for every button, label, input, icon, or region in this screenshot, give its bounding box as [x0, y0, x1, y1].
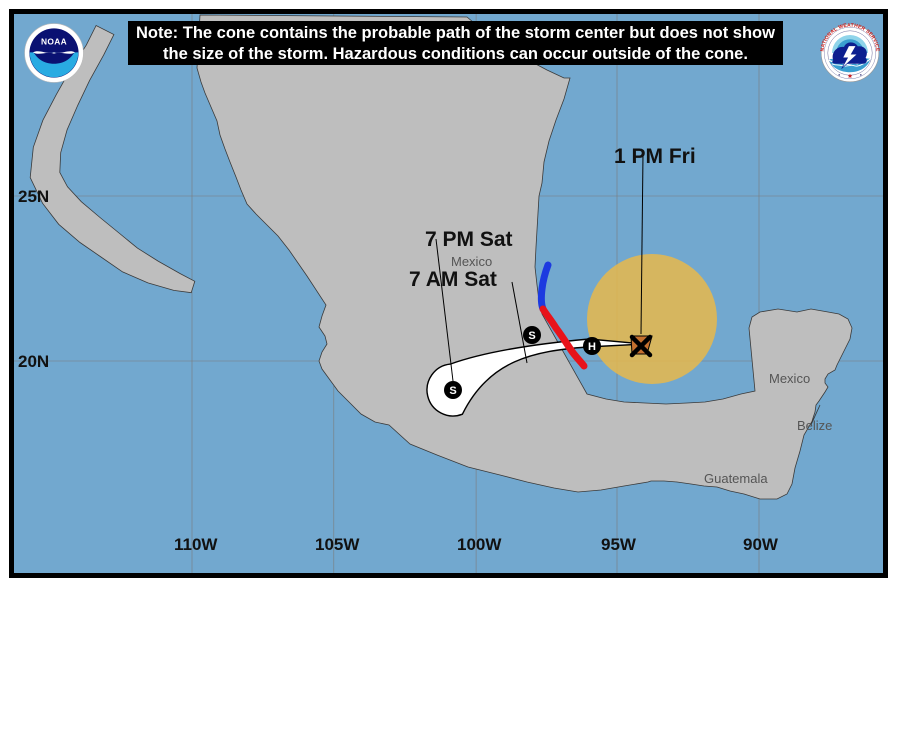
svg-text:H: H: [588, 341, 596, 353]
svg-text:S: S: [449, 385, 456, 397]
svg-text:S: S: [528, 330, 535, 342]
svg-text:NOAA: NOAA: [41, 37, 67, 47]
